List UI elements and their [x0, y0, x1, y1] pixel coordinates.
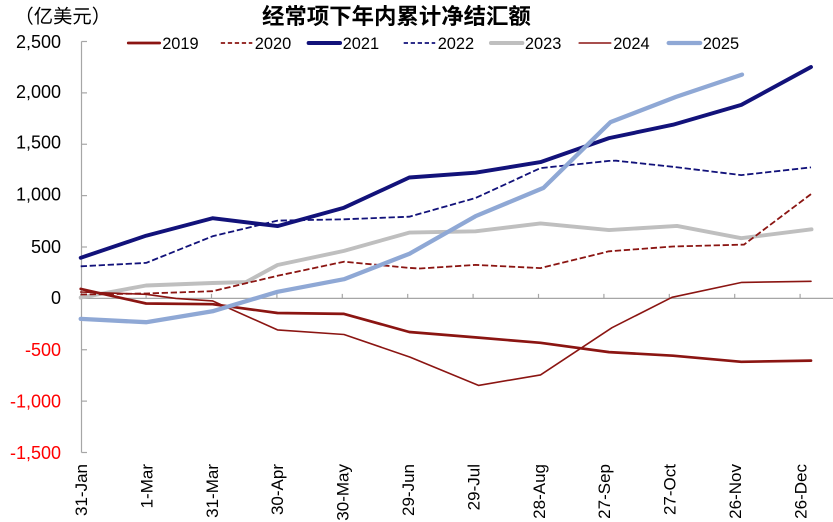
svg-text:-500: -500	[25, 340, 61, 360]
svg-text:26-Nov: 26-Nov	[726, 464, 745, 519]
svg-text:29-Jul: 29-Jul	[464, 464, 483, 510]
svg-text:29-Jun: 29-Jun	[399, 464, 418, 516]
svg-text:1,000: 1,000	[16, 184, 61, 204]
svg-text:31-Mar: 31-Mar	[203, 464, 222, 518]
svg-text:0: 0	[51, 288, 61, 308]
svg-text:30-Apr: 30-Apr	[268, 464, 287, 515]
svg-text:28-Aug: 28-Aug	[530, 464, 549, 519]
svg-text:27-Sep: 27-Sep	[595, 464, 614, 519]
svg-text:2021: 2021	[343, 35, 379, 53]
svg-text:26-Dec: 26-Dec	[791, 464, 810, 519]
svg-text:31-Jan: 31-Jan	[72, 464, 91, 516]
svg-text:30-May: 30-May	[334, 464, 353, 521]
svg-text:27-Oct: 27-Oct	[661, 464, 680, 515]
svg-text:1-Mar: 1-Mar	[137, 464, 156, 509]
svg-text:2019: 2019	[162, 35, 198, 53]
svg-text:2023: 2023	[525, 35, 561, 53]
svg-text:2,000: 2,000	[16, 82, 61, 102]
svg-text:-1,000: -1,000	[10, 391, 61, 411]
svg-text:2022: 2022	[438, 35, 474, 53]
svg-text:2024: 2024	[613, 35, 649, 53]
svg-text:-1,500: -1,500	[10, 443, 61, 463]
svg-text:1,500: 1,500	[16, 133, 61, 153]
svg-text:2020: 2020	[255, 35, 291, 53]
svg-text:500: 500	[31, 237, 61, 257]
svg-text:2025: 2025	[703, 35, 739, 53]
svg-text:2,500: 2,500	[16, 32, 61, 52]
